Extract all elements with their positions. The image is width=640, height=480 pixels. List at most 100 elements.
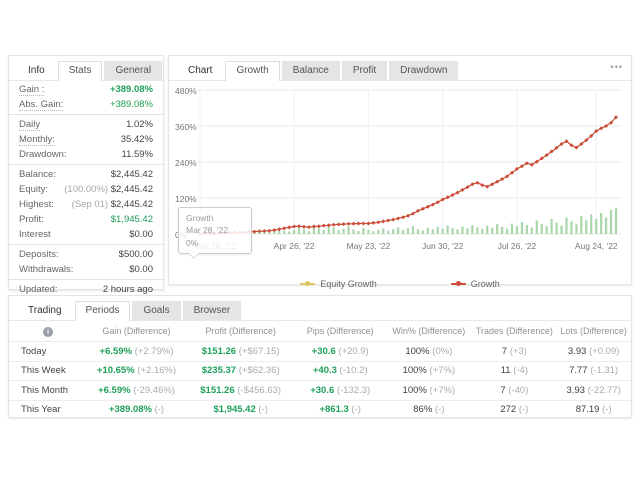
- win-value: 100%: [402, 365, 427, 377]
- win-value: 86%: [413, 404, 433, 416]
- legend-growth[interactable]: Growth: [450, 279, 500, 289]
- row-label: This Week: [21, 365, 66, 377]
- win-difference: (-): [432, 404, 445, 416]
- info-row-deposits: Deposits: $500.00: [9, 247, 163, 262]
- info-value: 2 hours ago: [102, 284, 153, 295]
- periods-table-header: i Gain (Difference) Profit (Difference) Pi…: [9, 321, 631, 341]
- tab-profit[interactable]: Profit: [341, 61, 388, 80]
- info-icon[interactable]: i: [43, 326, 53, 337]
- info-row-drawdown: Drawdown: 11.59%: [9, 147, 163, 162]
- gain-cell: +6.59% (-29.46%): [87, 385, 187, 396]
- tab-drawdown[interactable]: Drawdown: [389, 61, 459, 80]
- pips-cell: +30.6 (+20.9): [295, 346, 385, 357]
- trades-difference: (-): [516, 404, 529, 416]
- profit-value: $235.37: [201, 365, 237, 377]
- info-value: $500.00: [118, 249, 153, 260]
- info-row-profit: Profit: $1,945.42: [9, 212, 163, 227]
- info-value: 11.59%: [121, 149, 153, 160]
- lots-value: 3.93: [566, 384, 585, 396]
- info-value: (Sep 01) $2,445.42: [71, 199, 153, 210]
- info-label: Profit:: [19, 214, 44, 225]
- info-label: Equity:: [19, 184, 49, 195]
- gain-value: +10.65%: [96, 365, 135, 377]
- profit-cell: $151.26 (+$67.15): [186, 346, 295, 357]
- divider: [9, 164, 163, 165]
- divider: [9, 244, 163, 245]
- x-tick-label: Aug 24, '22: [574, 241, 618, 251]
- row-label: This Month: [21, 384, 68, 396]
- info-value: $0.00: [129, 229, 153, 240]
- lots-value: 87.19: [575, 404, 600, 416]
- column-header-lots: Lots (Difference): [560, 326, 627, 336]
- tab-chart[interactable]: Chart: [177, 61, 224, 80]
- table-row-this-month: This Month +6.59% (-29.46%) $151.26 (-$456…: [9, 380, 631, 400]
- info-value-prefix: (100.00%): [64, 184, 111, 195]
- tab-stats[interactable]: Stats: [57, 61, 103, 81]
- tab-browser[interactable]: Browser: [182, 301, 242, 320]
- y-tick-label: 240%: [175, 158, 197, 168]
- tab-goals[interactable]: Goals: [132, 301, 181, 320]
- pips-difference: (-132.3): [334, 384, 371, 396]
- gain-value: +6.59%: [99, 345, 133, 357]
- trades-cell: 11 (-4): [472, 365, 556, 376]
- win-cell: 100% (0%): [385, 346, 472, 357]
- info-rows: Gain : +389.08% Abs. Gain: +389.08% Daily 1.0…: [9, 81, 163, 313]
- info-value: (100.00%) $2,445.42: [64, 184, 153, 195]
- info-label: Drawdown:: [19, 149, 67, 160]
- trades-difference: (-4): [510, 365, 528, 377]
- tab-periods[interactable]: Periods: [74, 301, 131, 321]
- chart-panel: Chart Growth Balance Profit Drawdown ••• 480%…: [168, 55, 632, 289]
- y-tick-label: 360%: [175, 122, 197, 132]
- pips-value: +30.6: [311, 345, 336, 357]
- x-tick-label: Jul 26, '22: [497, 241, 537, 251]
- info-value: +389.08%: [109, 99, 153, 110]
- info-row-daily: Daily 1.02%: [9, 117, 163, 132]
- win-difference: (+7%): [426, 384, 456, 396]
- trades-value: 11: [500, 365, 511, 377]
- info-label: Daily: [19, 118, 41, 131]
- trades-value: 7: [501, 345, 508, 357]
- gain-cell: +6.59% (+2.79%): [87, 346, 187, 357]
- tab-growth[interactable]: Growth: [225, 61, 280, 81]
- tooltip-value: 0%: [186, 237, 199, 248]
- info-label: Highest:: [19, 199, 54, 210]
- lots-difference: (+0.09): [586, 345, 620, 357]
- profit-value: $151.26: [200, 384, 235, 396]
- info-label: Updated:: [19, 284, 58, 295]
- profit-difference: (+$67.15): [236, 345, 280, 357]
- chart-legend: Equity Growth Growth: [169, 279, 631, 289]
- lots-difference: (-): [599, 404, 612, 416]
- lots-cell: 87.19 (-): [556, 404, 631, 415]
- tab-balance[interactable]: Balance: [281, 61, 340, 80]
- chart-tooltip: Growth Mar 28, '22 0%: [178, 207, 252, 259]
- profit-cell: $235.37 (+$62.36): [186, 365, 295, 376]
- info-value: 35.42%: [120, 134, 153, 145]
- chart-tabbar: Chart Growth Balance Profit Drawdown •••: [169, 56, 631, 81]
- x-tick-label: Apr 26, '22: [273, 241, 315, 251]
- pips-cell: +30.6 (-132.3): [295, 385, 385, 396]
- pips-difference: (-): [348, 404, 361, 416]
- lots-difference: (-22.77): [584, 384, 621, 396]
- periods-table-body: Today +6.59% (+2.79%) $151.26 (+$67.15) +30…: [9, 341, 631, 419]
- tab-info[interactable]: Info: [17, 61, 56, 80]
- info-value: $0.00: [129, 264, 153, 275]
- tab-trading[interactable]: Trading: [17, 301, 73, 320]
- pips-difference: (+20.9): [335, 345, 369, 357]
- legend-marker-icon: [450, 281, 466, 286]
- trades-cell: 272 (-): [472, 404, 556, 415]
- chart-menu-icon[interactable]: •••: [610, 62, 623, 72]
- gain-cell: +389.08% (-): [87, 404, 187, 415]
- gain-difference: (-): [151, 404, 165, 416]
- profit-difference: (-): [255, 404, 268, 416]
- win-cell: 100% (+7%): [385, 385, 472, 396]
- growth-chart[interactable]: 480% 360% 240% 120% 0% Mar 28, '22 Apr 26, '2…: [169, 81, 631, 289]
- tooltip-title: Growth: [186, 213, 214, 223]
- trades-difference: (-40): [505, 384, 529, 396]
- tab-general[interactable]: General: [104, 61, 163, 80]
- pips-difference: (-10.2): [336, 365, 368, 377]
- info-row-interest: Interest $0.00: [9, 227, 163, 242]
- legend-equity-growth[interactable]: Equity Growth: [300, 279, 377, 289]
- column-header-win: Win% (Difference): [392, 326, 466, 336]
- growth-chart-plot[interactable]: [197, 89, 621, 239]
